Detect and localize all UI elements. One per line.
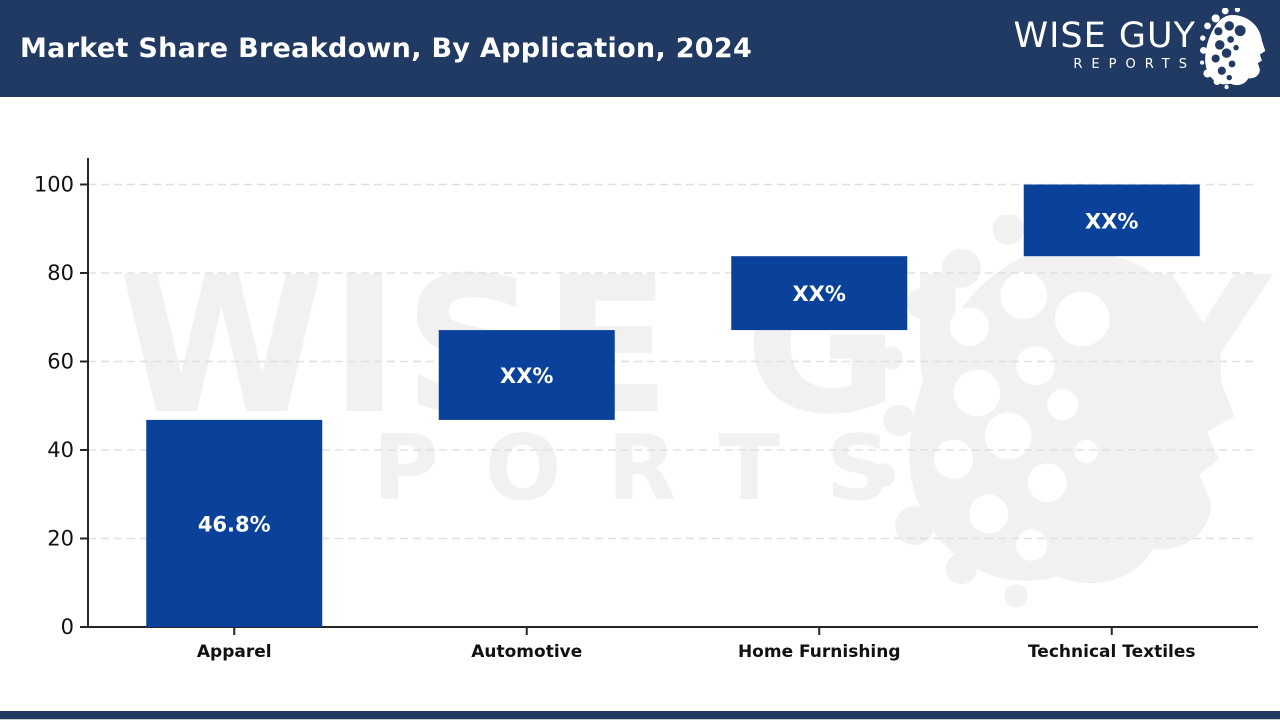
bar-home-furnishing <box>731 256 908 331</box>
page-title: Market Share Breakdown, By Application, … <box>20 33 753 64</box>
y-tick-label-60: 60 <box>47 350 74 374</box>
bar-automotive <box>438 330 615 420</box>
face-dots-watermark <box>860 215 1235 608</box>
logo-subtitle: REPORTS <box>1073 57 1196 72</box>
logo-face-icon <box>1200 8 1266 90</box>
bar-value-label: 46.8% <box>198 512 271 536</box>
x-category-label: Home Furnishing <box>738 642 901 662</box>
y-tick-label-100: 100 <box>34 173 74 197</box>
y-tick-label-0: 0 <box>61 615 74 639</box>
y-tick-label-40: 40 <box>47 438 74 462</box>
bar-value-label: XX% <box>793 282 846 306</box>
bar-value-label: XX% <box>500 364 553 388</box>
logo-text: WISE GUY REPORTS <box>1013 16 1196 72</box>
logo-wordmark: WISE GUY <box>1013 16 1196 56</box>
y-tick-label-20: 20 <box>47 527 74 551</box>
footer-bar <box>0 711 1280 719</box>
x-category-label: Apparel <box>197 642 272 662</box>
bar-value-label: XX% <box>1085 209 1138 233</box>
x-category-label: Automotive <box>471 642 582 662</box>
bar-technical-textiles <box>1023 184 1200 257</box>
x-category-label: Technical Textiles <box>1028 642 1196 662</box>
wise-guy-reports-logo: WISE GUY REPORTS <box>1008 4 1268 94</box>
y-tick-label-80: 80 <box>47 261 74 285</box>
header-bar: Market Share Breakdown, By Application, … <box>0 0 1280 97</box>
bar-apparel <box>146 419 323 627</box>
